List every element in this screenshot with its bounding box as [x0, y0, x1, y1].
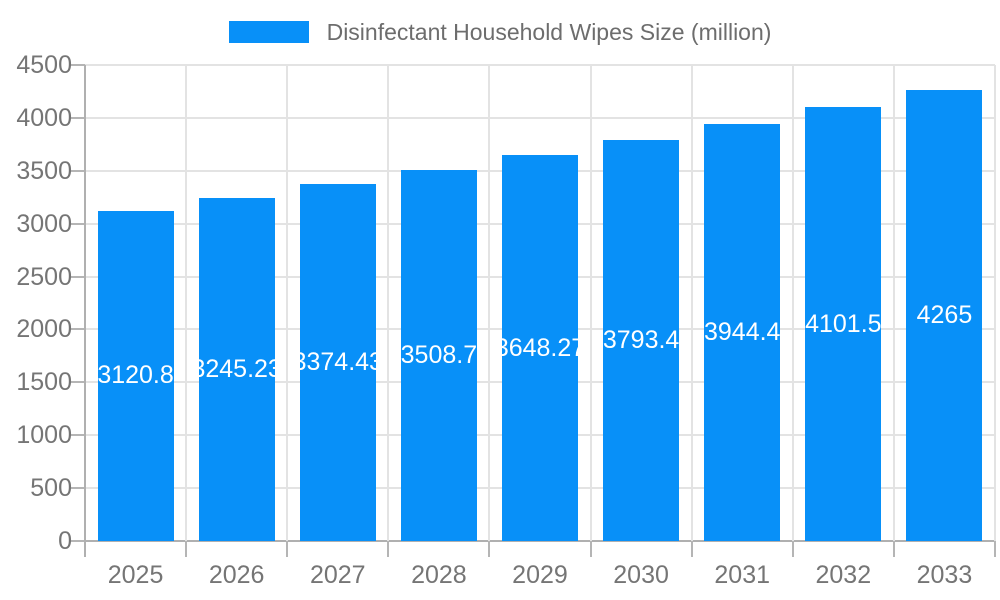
y-gridline — [85, 116, 995, 119]
x-tick-mark — [791, 541, 794, 557]
y-tick-mark — [69, 64, 85, 66]
x-axis-line — [85, 540, 995, 542]
x-gridline — [892, 65, 895, 541]
y-axis-tick-label: 3000 — [16, 209, 72, 238]
x-gridline — [387, 65, 390, 541]
bar-value-label: 4101.5 — [805, 309, 882, 338]
x-axis-label: 2030 — [613, 561, 669, 589]
x-tick-mark — [994, 541, 996, 557]
y-tick-mark — [69, 275, 85, 278]
y-axis-tick-label: 1500 — [16, 368, 72, 397]
y-tick-mark — [69, 540, 85, 542]
y-tick-mark — [69, 381, 85, 384]
x-tick-mark — [589, 541, 592, 557]
x-tick-mark — [185, 541, 188, 557]
y-axis-tick-label: 1000 — [16, 421, 72, 450]
bar-value-label: 3120.8 — [97, 361, 174, 390]
x-tick-mark — [488, 541, 491, 557]
y-axis-tick-label: 2500 — [16, 262, 72, 291]
y-tick-mark — [69, 116, 85, 119]
x-axis-label: 2031 — [714, 561, 771, 589]
bar-value-label: 3245.23 — [199, 354, 275, 383]
x-gridline — [185, 65, 188, 541]
bar-value-label: 3648.27 — [502, 333, 578, 362]
chart-legend: Disinfectant Household Wipes Size (milli… — [0, 16, 1000, 48]
x-axis-label: 2026 — [208, 561, 265, 589]
x-tick-mark — [387, 541, 390, 557]
y-tick-mark — [69, 328, 85, 331]
x-tick-mark — [892, 541, 895, 557]
x-axis-label: 2032 — [815, 561, 872, 589]
x-axis-label: 2033 — [916, 561, 973, 589]
bar: 3648.27 — [502, 155, 578, 541]
x-axis-label: 2027 — [309, 561, 366, 589]
bar: 3793.4 — [603, 139, 680, 541]
bar: 3944.4 — [704, 123, 781, 541]
y-axis-tick-label: 500 — [30, 474, 72, 503]
y-axis-tick-label: 4000 — [16, 103, 72, 132]
bar-value-label: 4265 — [916, 300, 973, 329]
y-tick-mark — [69, 169, 85, 172]
bar-value-label: 3374.43 — [300, 348, 376, 377]
bar-value-label: 3793.4 — [603, 325, 680, 354]
x-tick-mark — [690, 541, 693, 557]
y-axis-tick-label: 3500 — [16, 156, 72, 185]
x-axis-label: 2029 — [512, 561, 568, 589]
x-gridline — [589, 65, 592, 541]
legend-swatch — [228, 21, 309, 43]
y-tick-mark — [69, 222, 85, 225]
y-gridline — [85, 64, 995, 66]
y-tick-mark — [69, 434, 85, 437]
bar: 3120.8 — [97, 210, 174, 541]
bar-value-label: 3944.4 — [704, 317, 781, 346]
bar: 3508.7 — [400, 169, 477, 541]
bar: 3245.23 — [198, 197, 275, 541]
legend-label: Disinfectant Household Wipes Size (milli… — [326, 18, 772, 45]
x-gridline — [994, 65, 996, 541]
x-axis-label: 2028 — [411, 561, 467, 589]
y-axis-tick-label: 2000 — [16, 315, 72, 344]
x-gridline — [488, 65, 491, 541]
x-gridline — [690, 65, 693, 541]
bar: 3374.43 — [299, 184, 376, 541]
x-tick-mark — [286, 541, 289, 557]
y-axis-tick-label: 0 — [58, 527, 72, 555]
y-axis-line — [84, 65, 86, 557]
y-tick-mark — [69, 487, 85, 490]
y-axis-tick-label: 4500 — [16, 51, 72, 79]
x-axis-label: 2025 — [107, 561, 164, 589]
x-gridline — [791, 65, 794, 541]
bar-value-label: 3508.7 — [400, 340, 477, 369]
x-gridline — [286, 65, 289, 541]
bar: 4101.5 — [805, 107, 882, 541]
bar: 4265 — [906, 89, 983, 541]
